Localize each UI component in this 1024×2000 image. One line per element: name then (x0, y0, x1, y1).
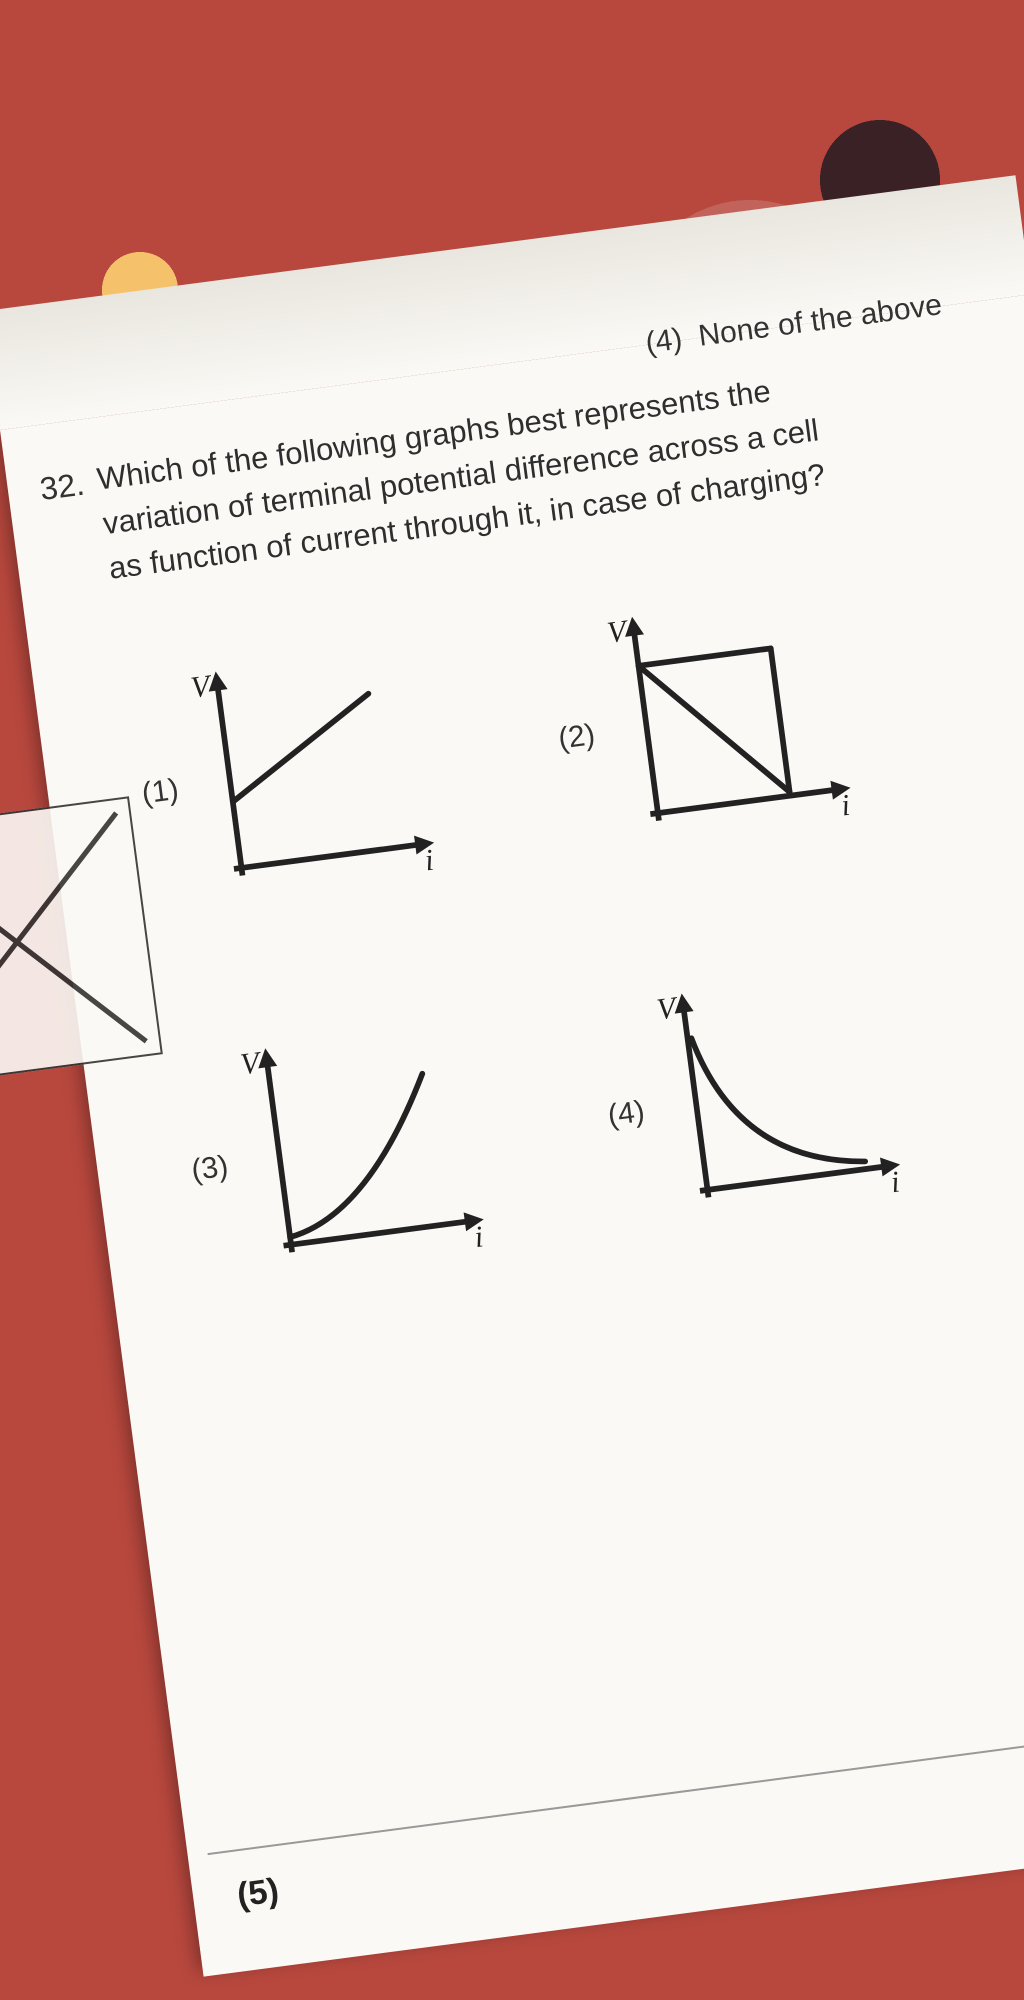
page-footer-number: (5) (235, 1871, 281, 1915)
option-2-graph: V i (596, 572, 868, 861)
option-2: (2) V i (524, 528, 944, 905)
option-2-label: (2) (543, 718, 597, 758)
axes: V i (238, 1019, 488, 1282)
option-1-graph: V i (179, 627, 451, 916)
option-1-label: (1) (127, 773, 181, 813)
option-4: (4) V i (573, 905, 993, 1282)
option-4-label: (4) (593, 1095, 647, 1135)
plot (691, 1018, 865, 1182)
x-axis-label: i (889, 1164, 902, 1199)
x-axis-label: i (839, 788, 852, 823)
option-1: (1) V i (107, 583, 527, 960)
prev-opt-text: None of the above (696, 288, 943, 353)
plot (271, 1074, 441, 1237)
previous-question-option-4: (4) None of the above (644, 288, 944, 361)
option-3-label: (3) (176, 1149, 230, 1189)
plot (639, 648, 790, 809)
axes: V i (605, 587, 855, 850)
option-4-graph: V i (645, 949, 917, 1238)
x-axis-label: i (472, 1219, 485, 1254)
section-divider (208, 1736, 1024, 1855)
question-number: 32. (38, 466, 87, 508)
x-axis-label: i (423, 842, 436, 877)
plot (221, 694, 380, 802)
axes: V i (655, 964, 905, 1227)
option-3-graph: V i (229, 1004, 501, 1293)
prev-opt-label: (4) (644, 322, 685, 360)
option-3: (3) V i (157, 960, 577, 1337)
axes: V i (189, 642, 439, 905)
options-grid: (1) V i (2) (107, 515, 1024, 1336)
